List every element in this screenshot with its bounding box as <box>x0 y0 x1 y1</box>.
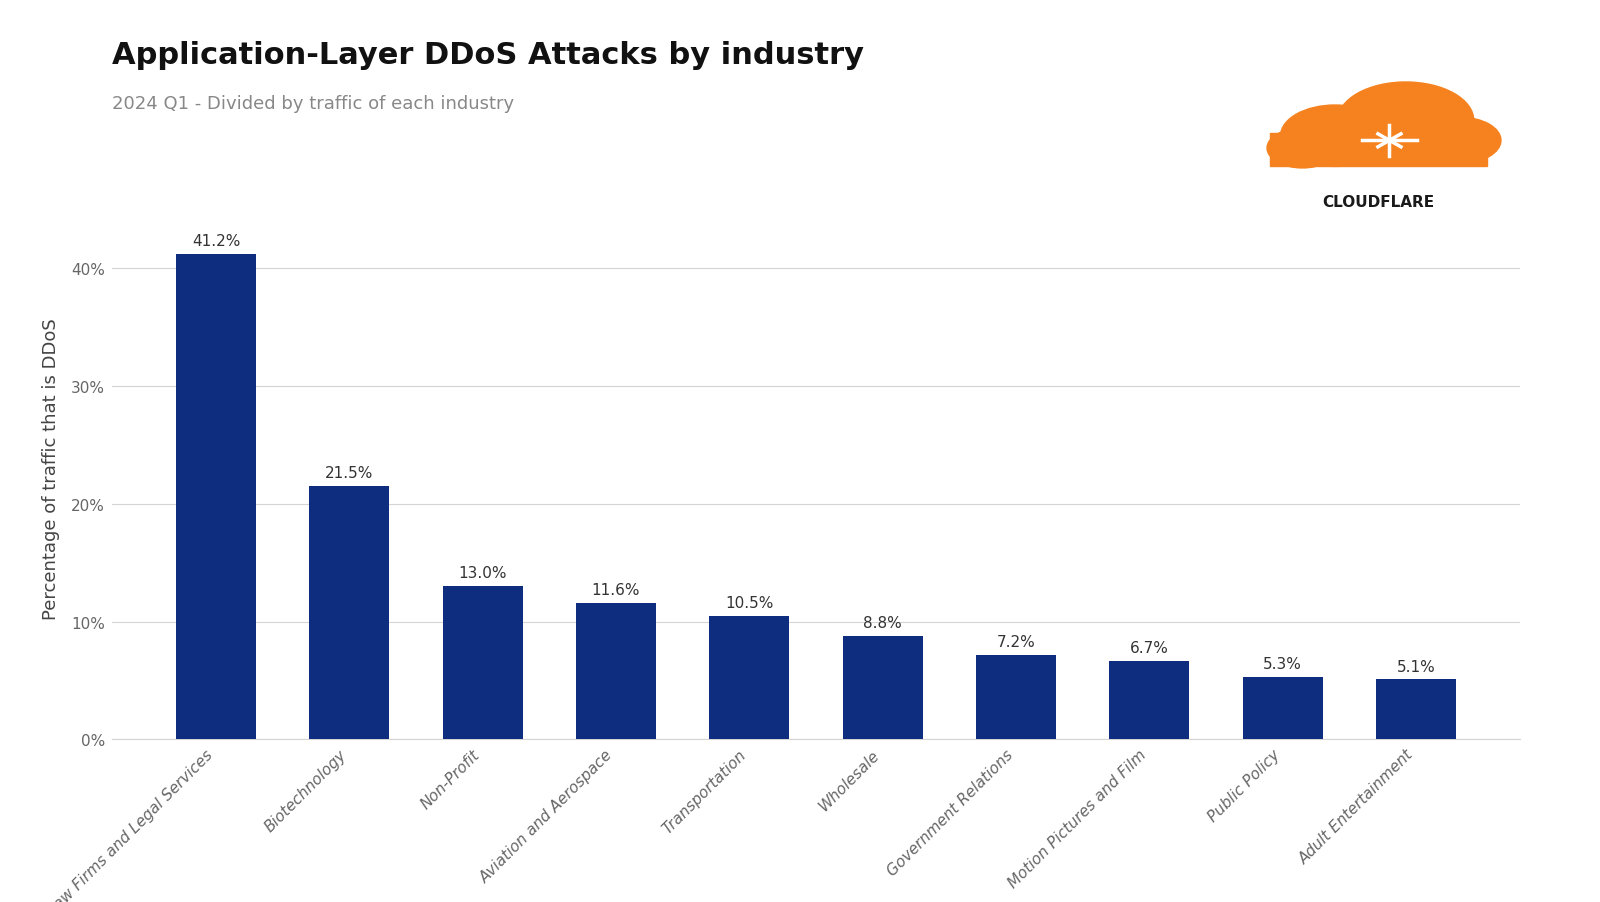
Circle shape <box>1338 83 1474 160</box>
Text: CLOUDFLARE: CLOUDFLARE <box>1323 195 1435 210</box>
Text: 11.6%: 11.6% <box>592 583 640 597</box>
Text: 41.2%: 41.2% <box>192 234 240 249</box>
Bar <box>1243 677 1323 740</box>
Text: 2024 Q1 - Divided by traffic of each industry: 2024 Q1 - Divided by traffic of each ind… <box>112 95 514 113</box>
Bar <box>576 603 656 740</box>
Bar <box>709 616 789 740</box>
Bar <box>1109 661 1189 740</box>
Bar <box>843 636 923 740</box>
Bar <box>309 487 389 740</box>
Text: 13.0%: 13.0% <box>459 566 507 581</box>
Bar <box>1270 133 1488 167</box>
Bar <box>976 655 1056 740</box>
Text: 5.3%: 5.3% <box>1264 657 1302 671</box>
Text: Application-Layer DDoS Attacks by industry: Application-Layer DDoS Attacks by indust… <box>112 41 864 69</box>
Text: 10.5%: 10.5% <box>725 595 773 611</box>
Text: 5.1%: 5.1% <box>1397 658 1435 674</box>
Circle shape <box>1280 106 1389 167</box>
Text: 21.5%: 21.5% <box>325 465 373 481</box>
Bar <box>1376 679 1456 740</box>
Circle shape <box>1267 129 1338 169</box>
Y-axis label: Percentage of traffic that is DDoS: Percentage of traffic that is DDoS <box>42 318 59 620</box>
Text: 7.2%: 7.2% <box>997 634 1035 649</box>
Text: 8.8%: 8.8% <box>864 615 902 630</box>
Bar <box>176 255 256 740</box>
Text: 6.7%: 6.7% <box>1130 640 1168 655</box>
Circle shape <box>1419 118 1501 164</box>
Bar <box>443 586 523 740</box>
